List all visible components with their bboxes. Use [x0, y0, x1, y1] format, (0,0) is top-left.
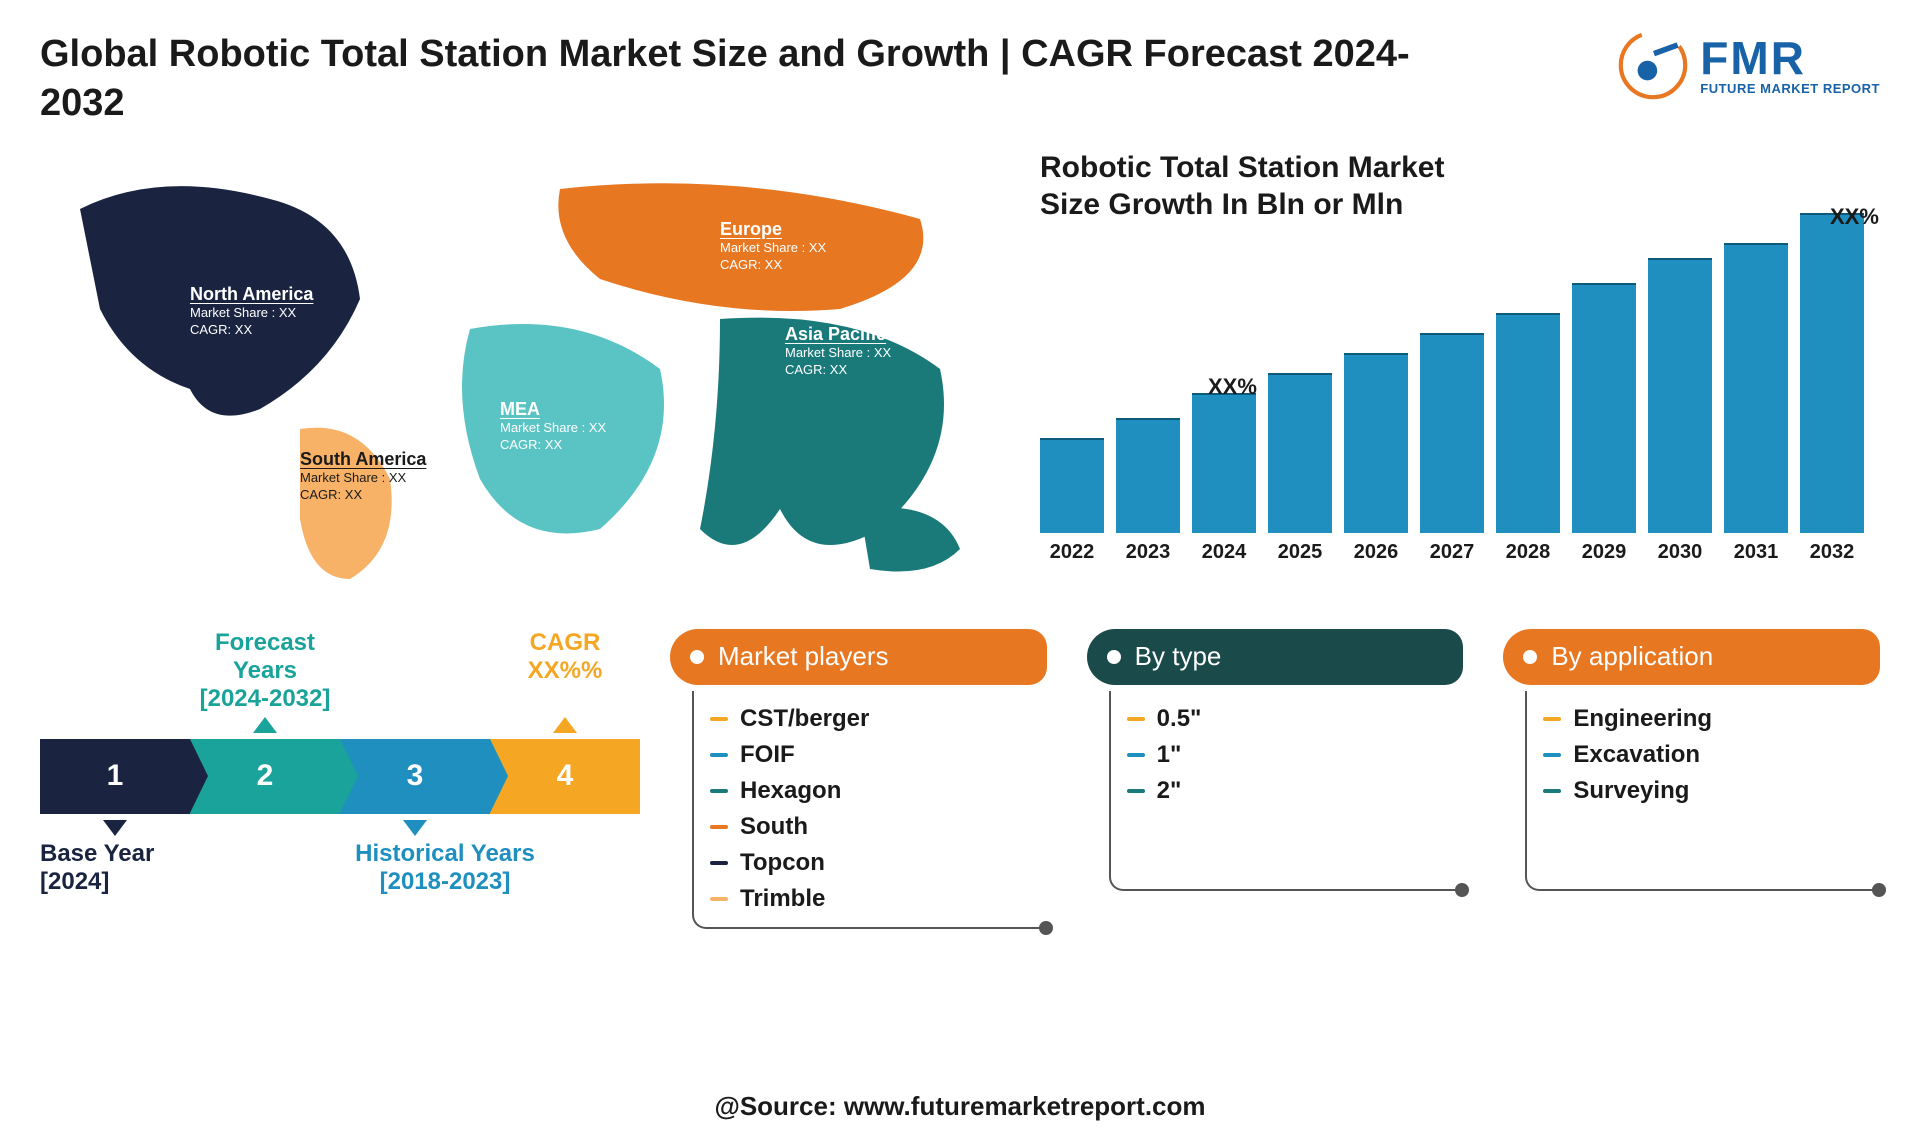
arrow-up-icon	[553, 717, 577, 733]
pill-col-0: Market players CST/bergerFOIFHexagonSouth…	[670, 629, 1047, 929]
hist-years-label: Historical Years	[340, 840, 550, 868]
tick-icon	[710, 861, 728, 865]
fmr-logo-icon	[1618, 30, 1688, 100]
world-map: North AmericaMarket Share : XXCAGR: XX So…	[40, 149, 1010, 589]
pill-list: 0.5"1"2"	[1109, 691, 1464, 891]
bar-2025: 2025	[1268, 373, 1332, 564]
bars-container: 2022202320242025202620272028202920302031…	[1040, 234, 1880, 564]
tick-icon	[1127, 717, 1145, 721]
pill-dot-icon	[690, 650, 704, 664]
chart-annotation: XX%	[1208, 374, 1257, 400]
tick-icon	[710, 753, 728, 757]
pill-columns: Market players CST/bergerFOIFHexagonSouth…	[670, 629, 1880, 929]
pill-dot-icon	[1523, 650, 1537, 664]
logo: FMR FUTURE MARKET REPORT	[1618, 30, 1880, 100]
arrow-down-icon	[103, 820, 127, 836]
hist-years-range: [2018-2023]	[340, 868, 550, 896]
bar-2027: 2027	[1420, 333, 1484, 564]
list-item: Topcon	[710, 845, 1047, 881]
forecast-label: Forecast Years	[190, 629, 340, 685]
logo-sub: FUTURE MARKET REPORT	[1700, 81, 1880, 96]
list-item: 1"	[1127, 737, 1464, 773]
pill-list: EngineeringExcavationSurveying	[1525, 691, 1880, 891]
bar-2024: 2024	[1192, 393, 1256, 564]
region-label-ap: Asia PacificMarket Share : XXCAGR: XX	[785, 324, 891, 379]
region-ap-aus	[860, 507, 960, 571]
tick-icon	[710, 897, 728, 901]
bar-2029: 2029	[1572, 283, 1636, 564]
logo-main: FMR	[1700, 35, 1880, 81]
region-label-eu: EuropeMarket Share : XXCAGR: XX	[720, 219, 826, 274]
pill-col-1: By type 0.5"1"2"	[1087, 629, 1464, 929]
pill-list: CST/bergerFOIFHexagonSouthTopconTrimble	[692, 691, 1047, 929]
list-item: South	[710, 809, 1047, 845]
base-year-range: [2024]	[40, 868, 190, 896]
bar-2028: 2028	[1496, 313, 1560, 564]
tick-icon	[710, 717, 728, 721]
cagr-label: CAGR	[490, 629, 640, 657]
timeline: Forecast Years [2024-2032] CAGR XX%% 123…	[40, 629, 640, 896]
bar-2023: 2023	[1116, 418, 1180, 564]
timeline-seg-1: 1	[40, 739, 190, 814]
forecast-range: [2024-2032]	[190, 685, 340, 713]
tick-icon	[1127, 789, 1145, 793]
region-label-na: North AmericaMarket Share : XXCAGR: XX	[190, 284, 313, 339]
bar-chart: Robotic Total Station Market Size Growth…	[1040, 149, 1880, 589]
list-item: Trimble	[710, 881, 1047, 917]
tick-icon	[1543, 753, 1561, 757]
list-item: Hexagon	[710, 773, 1047, 809]
timeline-seg-2: 2	[190, 739, 340, 814]
list-item: Engineering	[1543, 701, 1880, 737]
source-text: @Source: www.futuremarketreport.com	[714, 1091, 1205, 1122]
list-item: FOIF	[710, 737, 1047, 773]
bar-2022: 2022	[1040, 438, 1104, 564]
list-item: CST/berger	[710, 701, 1047, 737]
bar-2026: 2026	[1344, 353, 1408, 564]
tick-icon	[1127, 753, 1145, 757]
chart-title: Robotic Total Station Market Size Growth…	[1040, 149, 1460, 224]
tick-icon	[1543, 717, 1561, 721]
header: Global Robotic Total Station Market Size…	[40, 30, 1880, 129]
list-item: Excavation	[1543, 737, 1880, 773]
region-label-sa: South AmericaMarket Share : XXCAGR: XX	[300, 449, 426, 504]
timeline-bar: 1234	[40, 739, 640, 814]
pill-header: Market players	[670, 629, 1047, 685]
list-item: Surveying	[1543, 773, 1880, 809]
tick-icon	[710, 789, 728, 793]
timeline-seg-4: 4	[490, 739, 640, 814]
bar-2030: 2030	[1648, 258, 1712, 564]
base-year-label: Base Year	[40, 840, 190, 868]
page-title: Global Robotic Total Station Market Size…	[40, 30, 1440, 129]
bar-2031: 2031	[1724, 243, 1788, 564]
chart-annotation: XX%	[1830, 204, 1879, 230]
region-label-mea: MEAMarket Share : XXCAGR: XX	[500, 399, 606, 454]
pill-header: By application	[1503, 629, 1880, 685]
tick-icon	[1543, 789, 1561, 793]
list-item: 0.5"	[1127, 701, 1464, 737]
arrow-up-icon	[253, 717, 277, 733]
pill-col-2: By application EngineeringExcavationSurve…	[1503, 629, 1880, 929]
bar-2032: 2032	[1800, 213, 1864, 564]
list-item: 2"	[1127, 773, 1464, 809]
arrow-down-icon	[403, 820, 427, 836]
tick-icon	[710, 825, 728, 829]
timeline-seg-3: 3	[340, 739, 490, 814]
cagr-value: XX%%	[490, 657, 640, 685]
pill-dot-icon	[1107, 650, 1121, 664]
pill-header: By type	[1087, 629, 1464, 685]
